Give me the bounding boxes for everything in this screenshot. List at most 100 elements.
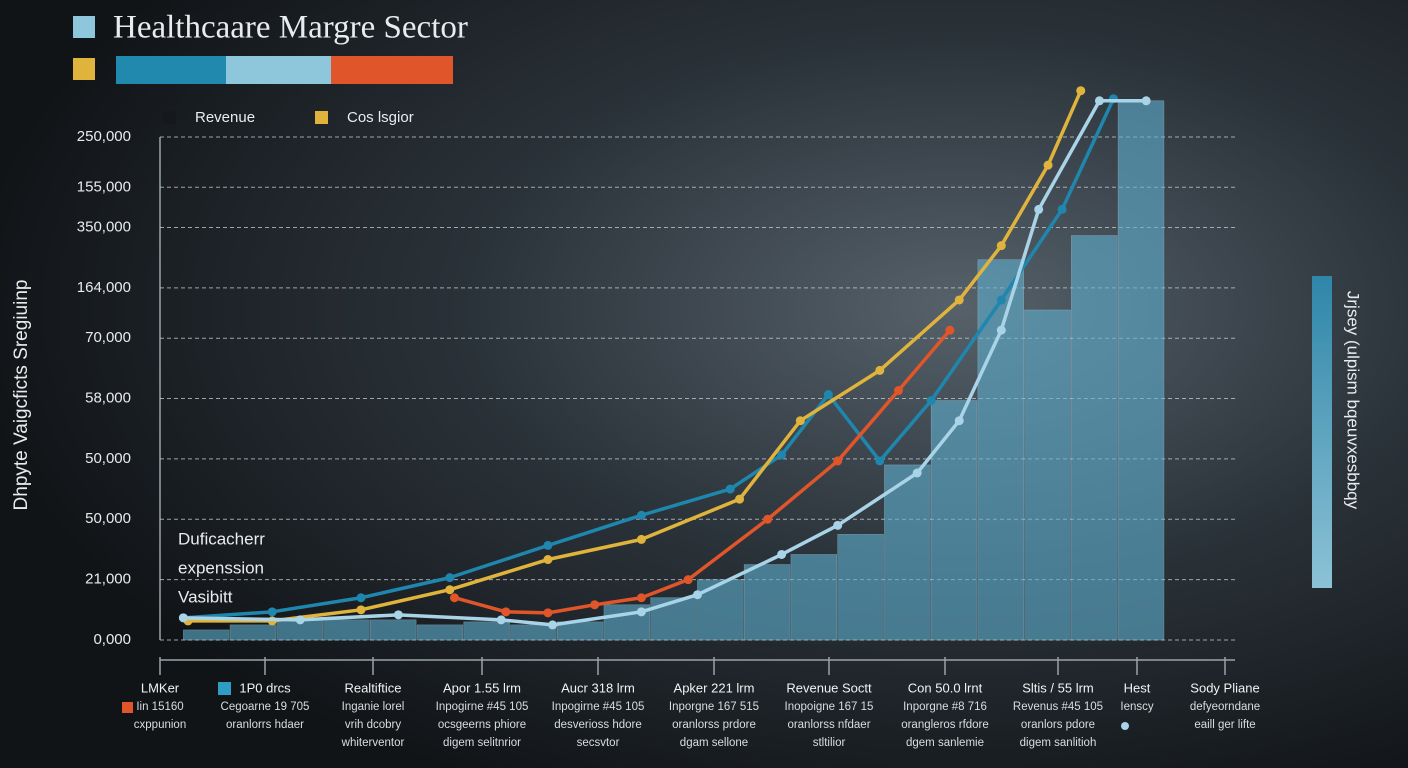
point: [636, 510, 646, 520]
bar: [370, 619, 417, 641]
point: [777, 549, 787, 559]
point: [996, 325, 1006, 335]
point: [954, 416, 964, 426]
x-label-marker: [218, 682, 231, 695]
x-tick-label: oranlors pdore: [1021, 719, 1095, 731]
x-tick-label: orangleros rfdore: [901, 719, 989, 731]
point: [1141, 96, 1151, 106]
bar: [790, 554, 838, 641]
bar: [930, 400, 978, 641]
x-tick-label: 1P0 drcs: [239, 680, 291, 695]
point: [1043, 160, 1053, 170]
x-tick-label: Inpogirne #45 105: [436, 701, 529, 713]
legend-label: Revenue: [195, 109, 255, 126]
chart-title: Healthcaare Margre Sector: [113, 10, 468, 46]
annotation: Vasibitt: [178, 587, 233, 606]
x-tick-label: LMKer: [141, 680, 180, 695]
point: [1034, 204, 1044, 214]
point: [735, 494, 745, 504]
y-tick-label: 50,000: [85, 450, 131, 467]
bar: [650, 597, 697, 641]
point: [1076, 86, 1086, 96]
x-tick-label: Apker 221 lrm: [674, 680, 755, 695]
x-tick-label: Cegoarne 19 705: [221, 701, 310, 713]
x-tick-label: dgem sanlemie: [906, 737, 984, 749]
point: [543, 608, 553, 618]
title-icon: [73, 16, 95, 38]
point: [763, 514, 773, 524]
point: [445, 585, 455, 595]
point: [636, 593, 646, 603]
x-tick-label: Iin 15160: [136, 701, 183, 713]
point: [445, 573, 455, 583]
point: [945, 325, 955, 335]
point: [543, 540, 553, 550]
point: [683, 575, 693, 585]
bar: [977, 259, 1024, 641]
line: [183, 98, 1116, 620]
x-tick-label: Inopoigne 167 15: [785, 701, 874, 713]
annotation: Duficacherr: [178, 529, 265, 548]
x-tick-label: Ienscy: [1120, 701, 1153, 713]
annotation: expenssion: [178, 558, 264, 577]
point: [1094, 96, 1104, 106]
x-tick-label: Revenus #45 105: [1013, 701, 1103, 713]
x-tick-label: oranlorrs hdaer: [226, 719, 304, 731]
bar: [416, 624, 464, 641]
x-tick-label: oranlorss prdore: [672, 719, 756, 731]
deco-bar: [116, 56, 226, 84]
point: [449, 593, 459, 603]
point: [496, 615, 506, 625]
legend-swatch: [315, 111, 328, 124]
x-tick-label: Inporgne 167 515: [669, 701, 759, 713]
point: [543, 555, 553, 565]
point: [912, 468, 922, 478]
point: [178, 613, 188, 623]
x-tick-label: whiterventor: [341, 737, 405, 749]
y-tick-label: 250,000: [77, 128, 131, 145]
y-tick-label: 50,000: [85, 510, 131, 527]
point: [996, 295, 1006, 305]
point: [795, 416, 805, 426]
y-tick-label: 155,000: [77, 178, 131, 195]
point: [393, 610, 403, 620]
x-tick-label: digem selitnrior: [443, 737, 521, 749]
deco-bar: [331, 56, 453, 84]
x-label-marker: [1121, 722, 1129, 730]
bar: [1024, 309, 1071, 641]
y-tick-label: 0,000: [93, 631, 131, 648]
point: [833, 520, 843, 530]
deco-square: [73, 58, 95, 80]
bar: [884, 464, 931, 641]
x-tick-label: vrih dcobry: [345, 719, 401, 731]
x-tick-label: ocsgeerns phiore: [438, 719, 526, 731]
x-tick-label: cxppunion: [134, 719, 186, 731]
point: [295, 615, 305, 625]
point: [267, 607, 277, 617]
x-tick-label: digem sanlitioh: [1020, 737, 1097, 749]
x-tick-label: eaill ger lifte: [1194, 719, 1255, 731]
y-tick-label: 164,000: [77, 279, 131, 296]
point: [996, 241, 1006, 251]
x-tick-label: stltilior: [813, 737, 846, 749]
bar: [510, 624, 557, 641]
x-tick-label: Hest: [1124, 680, 1151, 695]
point: [590, 600, 600, 610]
bar: [837, 534, 884, 641]
point: [926, 396, 936, 406]
x-tick-label: dgam sellone: [680, 737, 748, 749]
bar: [463, 621, 510, 641]
point: [875, 456, 885, 466]
point: [777, 450, 787, 460]
x-tick-label: desverioss hdore: [554, 719, 642, 731]
x-tick-label: Inpogirne #45 105: [552, 701, 645, 713]
point: [833, 456, 843, 466]
x-tick-label: Inporgne #8 716: [903, 701, 987, 713]
legend-swatch: [163, 111, 176, 124]
point: [823, 390, 833, 400]
y-tick-label: 21,000: [85, 571, 131, 588]
legend-label: Cos lsgior: [347, 109, 414, 126]
bar: [697, 579, 744, 641]
right-label: Jrjsey (ulpism bqeuvxesbbqy: [1344, 291, 1363, 510]
bar: [743, 564, 791, 641]
